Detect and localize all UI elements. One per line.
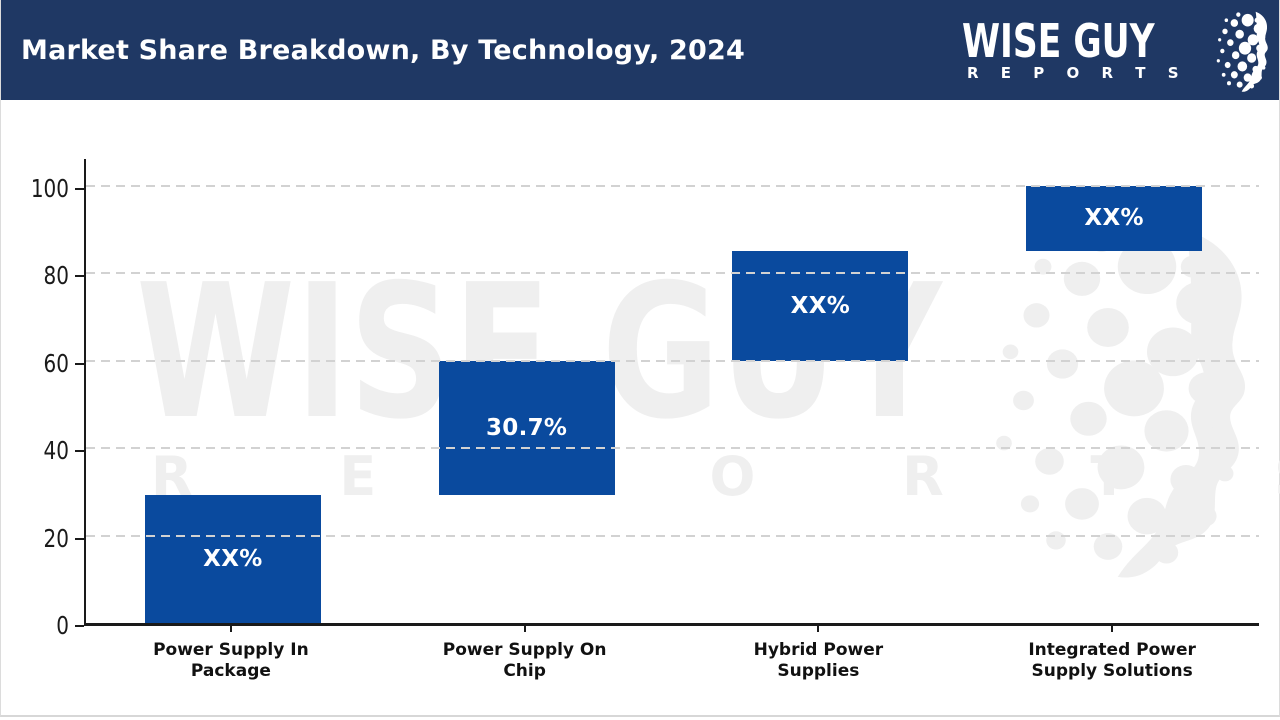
bar-segment: XX% — [1026, 185, 1203, 252]
bar-segment: XX% — [732, 251, 909, 361]
y-tick-mark — [75, 187, 84, 190]
x-tick-mark — [229, 626, 232, 632]
y-tick-label: 40 — [43, 436, 69, 465]
y-tick-label: 60 — [43, 348, 69, 378]
bar-segment: XX% — [144, 494, 321, 623]
bar-value-label: XX% — [1084, 205, 1144, 232]
y-tick-label: 100 — [30, 173, 70, 203]
y-tick-mark — [75, 537, 84, 540]
wiseguy-head-icon — [1216, 11, 1268, 92]
x-category-label: Power Supply In Package — [153, 640, 309, 681]
x-category-label: Integrated Power Supply Solutions — [1028, 640, 1196, 681]
gridline — [86, 359, 1259, 362]
gridline — [86, 447, 1259, 449]
x-category-label: Hybrid Power Supplies — [753, 640, 884, 681]
y-tick-mark — [75, 625, 84, 627]
x-tick-mark — [817, 626, 820, 632]
y-tick-label: 80 — [43, 261, 69, 290]
y-tick-label: 20 — [43, 523, 69, 553]
bar-value-label: XX% — [203, 545, 263, 572]
chart-title: Market Share Breakdown, By Technology, 2… — [21, 34, 746, 66]
logo-subtitle: R E P O R T S — [967, 63, 1187, 82]
y-tick-mark — [75, 362, 84, 365]
logo-wordmark: WISE GUY — [962, 13, 1155, 68]
y-tick-mark — [75, 275, 84, 277]
bar-segment: 30.7% — [438, 360, 615, 495]
logo-text: WISE GUY R E P O R T S — [962, 13, 1187, 82]
x-tick-mark — [1111, 626, 1114, 632]
gridline — [86, 534, 1259, 537]
bar-value-label: 30.7% — [485, 414, 568, 441]
wiseguy-logo: WISE GUY R E P O R T S — [962, 8, 1269, 94]
y-tick-mark — [75, 450, 84, 452]
bar-value-label: XX% — [790, 292, 851, 319]
gridline — [86, 272, 1259, 274]
gridline — [86, 184, 1259, 187]
x-category-label: Power Supply On Chip — [442, 640, 607, 681]
header-banner: Market Share Breakdown, By Technology, 2… — [1, 0, 1279, 100]
y-tick-label: 0 — [56, 611, 69, 640]
plot-area: XX% 30.7% XX% XX% — [84, 159, 1259, 626]
x-tick-mark — [523, 626, 526, 632]
